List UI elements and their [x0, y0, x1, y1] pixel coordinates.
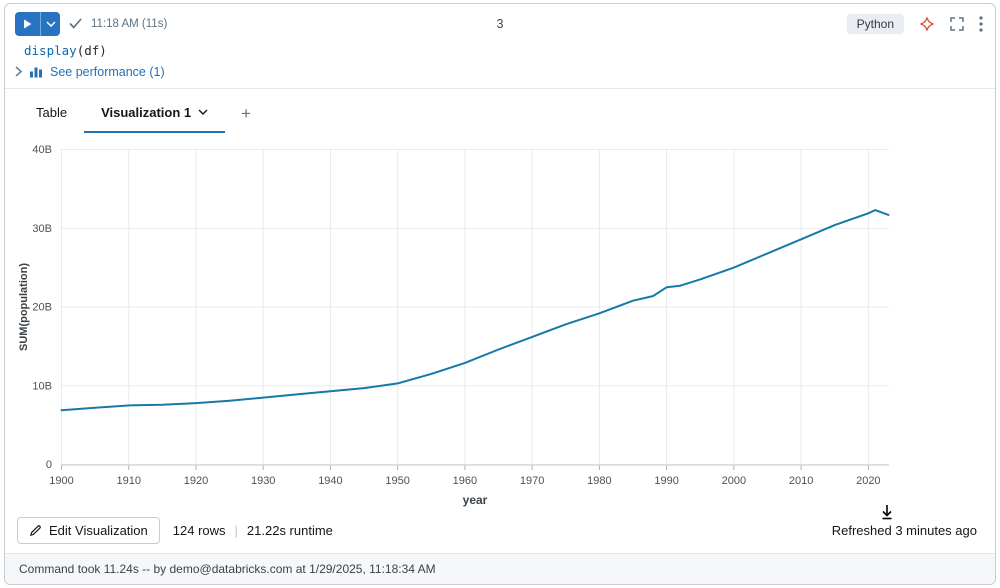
command-bar: 11:18 AM (11s) 3 Python	[5, 4, 995, 40]
code-editor-line[interactable]: display(df)	[5, 40, 995, 61]
svg-text:1920: 1920	[184, 475, 208, 487]
code-token-args: (df)	[76, 42, 107, 58]
kebab-menu-icon[interactable]	[979, 16, 983, 32]
tab-table[interactable]: Table	[19, 105, 84, 133]
svg-text:2010: 2010	[789, 475, 813, 487]
maximize-icon[interactable]	[950, 17, 964, 31]
bar-chart-icon	[29, 65, 43, 78]
add-visualization-button[interactable]: +	[241, 103, 252, 123]
svg-text:2020: 2020	[856, 475, 880, 487]
line-chart: 0 10B 20B 30B 40B 1900 1910 1920 1930 1940 1950 196…	[17, 144, 893, 509]
performance-row: See performance (1)	[5, 61, 995, 88]
results-toolbar: Edit Visualization 124 rows | 21.22s run…	[5, 508, 995, 553]
see-performance-link[interactable]: See performance (1)	[50, 64, 165, 79]
svg-text:20B: 20B	[32, 301, 52, 313]
svg-text:1960: 1960	[453, 475, 477, 487]
svg-text:1990: 1990	[654, 475, 678, 487]
cell-number: 3	[496, 16, 504, 31]
svg-text:1970: 1970	[520, 475, 544, 487]
svg-text:1950: 1950	[385, 475, 409, 487]
edit-visualization-button[interactable]: Edit Visualization	[17, 516, 160, 544]
section-divider	[5, 87, 995, 89]
pencil-icon	[29, 524, 42, 537]
runtime: 21.22s runtime	[246, 522, 333, 538]
meta-separator: |	[234, 522, 238, 538]
svg-text:1900: 1900	[49, 475, 73, 487]
svg-text:10B: 10B	[32, 380, 52, 392]
success-check-icon	[69, 18, 82, 30]
svg-text:30B: 30B	[32, 223, 52, 235]
run-play-icon[interactable]	[15, 11, 41, 36]
svg-text:0: 0	[46, 459, 52, 471]
tab-visualization-1-label: Visualization 1	[101, 104, 192, 120]
svg-text:2000: 2000	[722, 475, 746, 487]
command-bar-actions: Python	[846, 13, 983, 34]
run-timestamp: 11:18 AM (11s)	[91, 17, 168, 30]
run-button[interactable]	[15, 11, 60, 36]
svg-text:1910: 1910	[116, 475, 140, 487]
svg-text:year: year	[463, 493, 488, 507]
refreshed-status: Refreshed 3 minutes ago	[831, 522, 977, 538]
command-status-bar: Command took 11.24s -- by demo@databrick…	[5, 553, 995, 584]
svg-text:1940: 1940	[318, 475, 342, 487]
result-meta: 124 rows | 21.22s runtime	[173, 523, 333, 538]
chevron-down-icon[interactable]	[198, 109, 208, 116]
svg-text:40B: 40B	[32, 144, 52, 156]
line-chart-svg[interactable]: 0 10B 20B 30B 40B 1900 1910 1920 1930 1940 1950 196…	[18, 144, 890, 509]
run-dropdown-icon[interactable]	[41, 12, 60, 36]
tab-table-label: Table	[36, 104, 68, 120]
edit-visualization-label: Edit Visualization	[49, 522, 148, 538]
svg-text:SUM(population): SUM(population)	[18, 263, 30, 351]
language-selector[interactable]: Python	[846, 13, 904, 34]
chevron-right-icon[interactable]	[15, 66, 22, 77]
row-count: 124 rows	[172, 522, 226, 538]
code-token-function: display	[24, 42, 77, 58]
svg-text:1930: 1930	[251, 475, 275, 487]
tab-visualization-1[interactable]: Visualization 1	[84, 104, 226, 133]
assistant-sparkle-icon[interactable]	[919, 16, 935, 32]
svg-text:1980: 1980	[587, 475, 611, 487]
chart-plot-area[interactable]: 0 10B 20B 30B 40B 1900 1910 1920 1930 1940 1950 196…	[18, 144, 890, 509]
notebook-cell: 11:18 AM (11s) 3 Python display(df) See …	[4, 3, 996, 585]
results-tab-bar: Table Visualization 1 +	[5, 89, 995, 133]
